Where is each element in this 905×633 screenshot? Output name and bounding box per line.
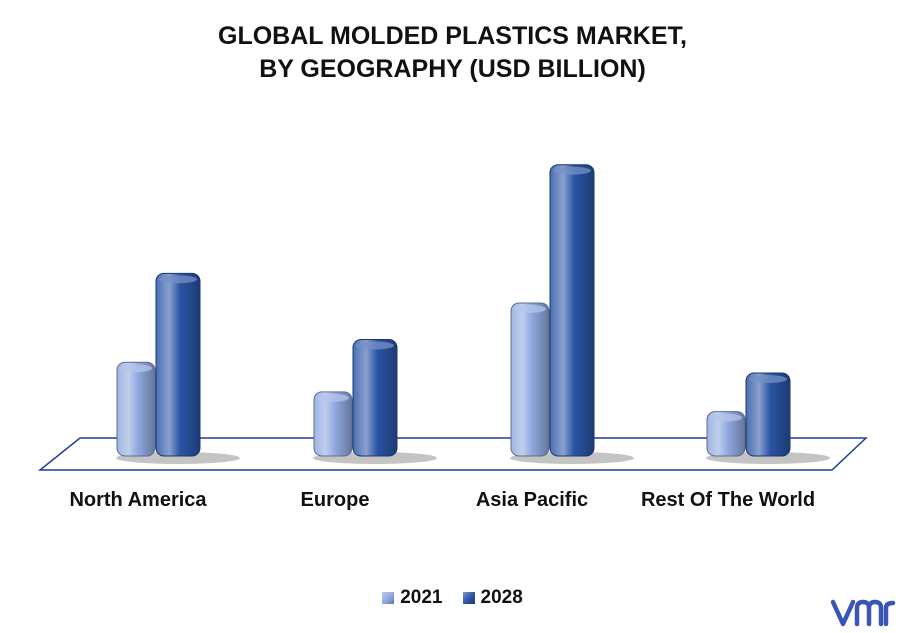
bar-top-cap [159, 275, 197, 284]
chart-title: GLOBAL MOLDED PLASTICS MARKET, BY GEOGRA… [0, 20, 905, 86]
bar-group [116, 164, 791, 457]
chart-title-line-1: GLOBAL MOLDED PLASTICS MARKET, [218, 22, 687, 50]
category-labels: North America Europe Asia Pacific Rest Of T… [69, 489, 815, 511]
category-label: North America [69, 489, 207, 511]
legend-label-2021: 2021 [400, 587, 443, 608]
bar-top-cap [514, 304, 546, 313]
legend-label-2028: 2028 [480, 587, 523, 608]
category-label: Asia Pacific [476, 489, 588, 511]
legend: 2021 2028 [0, 587, 905, 609]
bar-2028-north-america [155, 272, 201, 457]
bar-2028-rest-of-the-world [745, 372, 791, 457]
bar-top-cap [120, 364, 152, 373]
chart-floor [37, 437, 868, 471]
bar-top-cap [553, 166, 591, 175]
bar-2021-north-america [116, 361, 156, 457]
bar-2021-rest-of-the-world [706, 411, 746, 457]
bar-top-cap [317, 393, 349, 402]
bar-2021-asia-pacific [510, 302, 550, 457]
bar-top-cap [749, 375, 787, 384]
bar-2028-europe [352, 338, 398, 457]
legend-swatch-2028 [462, 592, 475, 604]
category-label: Rest Of The World [641, 489, 815, 511]
legend-item-2028: 2028 [462, 587, 523, 609]
bar-2021-europe [313, 391, 353, 457]
vmr-logo-icon [830, 599, 896, 627]
bar-top-cap [356, 341, 394, 350]
legend-item-2021: 2021 [382, 587, 443, 609]
bar-2028-asia-pacific [549, 164, 595, 457]
bar-top-cap [710, 413, 742, 422]
category-label: Europe [301, 489, 370, 511]
legend-swatch-2021 [382, 592, 395, 604]
chart-title-line-2: BY GEOGRAPHY (USD BILLION) [259, 55, 646, 83]
